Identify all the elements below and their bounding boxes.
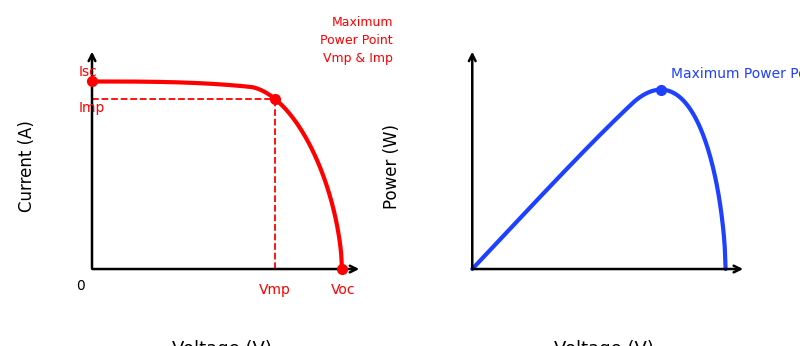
- Text: Maximum
Power Point
Vmp & Imp: Maximum Power Point Vmp & Imp: [320, 16, 393, 65]
- Text: Current (A): Current (A): [18, 120, 36, 212]
- Text: Maximum Power Point: Maximum Power Point: [671, 67, 800, 82]
- Text: Voltage (V): Voltage (V): [172, 340, 272, 346]
- Text: Imp: Imp: [78, 101, 105, 115]
- Text: 0: 0: [76, 279, 85, 293]
- Text: Isc: Isc: [78, 65, 97, 80]
- Text: Voc: Voc: [331, 283, 355, 297]
- Text: Voltage (V): Voltage (V): [554, 340, 654, 346]
- Text: Vmp: Vmp: [258, 283, 290, 297]
- Text: Power (W): Power (W): [383, 124, 401, 209]
